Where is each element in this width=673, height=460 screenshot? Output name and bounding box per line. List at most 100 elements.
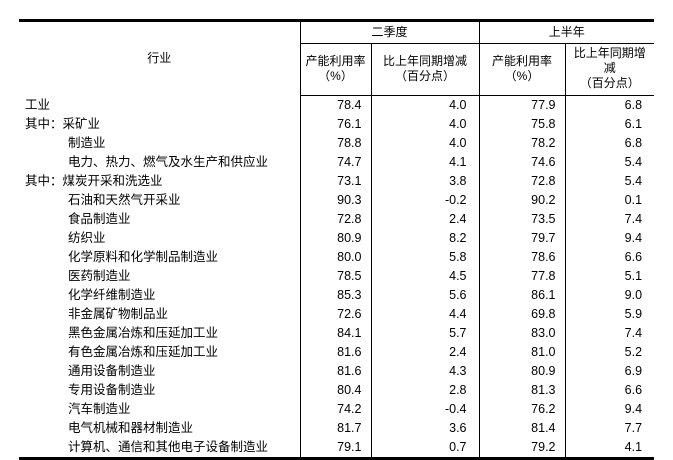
column-group-header-q2: 二季度	[299, 19, 480, 44]
cell-q2-rate: 74.7	[299, 153, 371, 172]
header-group-row: 行业 二季度 上半年	[19, 19, 655, 96]
cell-h1-rate: 83.0	[478, 324, 566, 343]
table-row: 化学纤维制造业 85.3 5.6 86.1 9.0	[19, 286, 655, 305]
cell-q2-change: 4.4	[370, 305, 480, 324]
cell-h1-change: 6.6	[564, 248, 655, 267]
row-label-industry: 医药制造业	[19, 267, 300, 286]
table-row: 计算机、通信和其他电子设备制造业 79.1 0.7 79.2 4.1	[19, 438, 655, 460]
column-header-q2-rate-line2: （%）	[318, 68, 353, 83]
row-label-industry: 有色金属冶炼和压延加工业	[19, 343, 300, 362]
row-label-text: 通用设备制造业	[68, 364, 156, 378]
cell-q2-change: 4.3	[370, 362, 480, 381]
row-label-text: 其中：煤炭开采和洗选业	[25, 174, 163, 188]
cell-q2-change: -0.4	[370, 400, 480, 419]
cell-q2-change: 0.7	[370, 438, 480, 460]
cell-h1-rate: 73.5	[478, 210, 566, 229]
cell-h1-change: 0.1	[564, 191, 655, 210]
column-header-h1-change-line1: 比上年同期增减	[573, 46, 646, 75]
cell-h1-change: 4.1	[564, 438, 655, 460]
column-header-h1-change-line2: （百分点）	[579, 76, 640, 90]
cell-q2-change: 3.8	[370, 172, 480, 191]
cell-h1-rate: 69.8	[478, 305, 566, 324]
table-body: 工业 78.4 4.0 77.9 6.8 其中：采矿业 76.1 4.0 75.8 6.1 制造业 7…	[19, 95, 655, 460]
cell-q2-change: 4.0	[370, 115, 480, 134]
column-header-q2-change-line2: （百分点）	[395, 68, 456, 83]
table-row: 电气机械和器材制造业 81.7 3.6 81.4 7.7	[19, 419, 655, 438]
row-label-industry: 制造业	[19, 134, 300, 153]
cell-h1-change: 9.4	[564, 400, 655, 419]
cell-q2-rate: 81.7	[299, 419, 371, 438]
row-label-industry: 食品制造业	[19, 210, 300, 229]
row-label-text: 制造业	[68, 136, 106, 150]
cell-q2-change: 8.2	[370, 229, 480, 248]
column-header-q2-rate-line1: 产能利用率	[305, 53, 366, 68]
row-label-industry: 纺织业	[19, 229, 300, 248]
cell-q2-rate: 81.6	[299, 343, 371, 362]
cell-q2-change: 2.4	[370, 343, 480, 362]
table-row: 医药制造业 78.5 4.5 77.8 5.1	[19, 267, 655, 286]
table-row: 专用设备制造业 80.4 2.8 81.3 6.6	[19, 381, 655, 400]
table-row: 其中：煤炭开采和洗选业 73.1 3.8 72.8 5.4	[19, 172, 655, 191]
row-label-text: 化学原料和化学制品制造业	[68, 250, 219, 264]
column-group-header-h1: 上半年	[478, 19, 655, 44]
cell-h1-change: 7.4	[564, 324, 655, 343]
table-row: 非金属矿物制品业 72.6 4.4 69.8 5.9	[19, 305, 655, 324]
row-label-industry: 计算机、通信和其他电子设备制造业	[19, 438, 300, 460]
cell-h1-change: 6.9	[564, 362, 655, 381]
table-row: 通用设备制造业 81.6 4.3 80.9 6.9	[19, 362, 655, 381]
cell-q2-change: 4.1	[370, 153, 480, 172]
cell-q2-rate: 74.2	[299, 400, 371, 419]
column-header-industry: 行业	[19, 19, 300, 96]
row-label-text: 医药制造业	[68, 269, 131, 283]
column-header-q2-change-line1: 比上年同期增减	[383, 53, 468, 68]
cell-h1-change: 6.8	[564, 134, 655, 153]
row-label-text: 食品制造业	[68, 212, 131, 226]
cell-h1-rate: 81.3	[478, 381, 566, 400]
cell-q2-change: 4.0	[370, 134, 480, 153]
cell-q2-change: 4.5	[370, 267, 480, 286]
row-label-industry: 化学原料和化学制品制造业	[19, 248, 300, 267]
table-row: 食品制造业 72.8 2.4 73.5 7.4	[19, 210, 655, 229]
cell-h1-change: 5.2	[564, 343, 655, 362]
cell-h1-rate: 75.8	[478, 115, 566, 134]
row-label-text: 电气机械和器材制造业	[68, 421, 194, 435]
row-label-industry: 电气机械和器材制造业	[19, 419, 300, 438]
cell-h1-change: 6.1	[564, 115, 655, 134]
row-label-industry: 电力、热力、燃气及水生产和供应业	[19, 153, 300, 172]
cell-h1-rate: 79.2	[478, 438, 566, 460]
cell-q2-rate: 72.6	[299, 305, 371, 324]
row-label-text: 纺织业	[68, 231, 106, 245]
row-label-industry: 其中：煤炭开采和洗选业	[19, 172, 300, 191]
header-sub-row: 产能利用率 （%） 比上年同期增减 （百分点） 产能利用率 （%） 比上年同期增…	[19, 43, 655, 96]
cell-q2-rate: 80.9	[299, 229, 371, 248]
row-label-text: 计算机、通信和其他电子设备制造业	[68, 440, 269, 454]
cell-h1-change: 5.9	[564, 305, 655, 324]
cell-q2-rate: 90.3	[299, 191, 371, 210]
table-row: 其中：采矿业 76.1 4.0 75.8 6.1	[19, 115, 655, 134]
cell-h1-rate: 77.8	[478, 267, 566, 286]
row-label-text: 石油和天然气开采业	[68, 193, 181, 207]
row-label-text: 化学纤维制造业	[68, 288, 156, 302]
capacity-utilization-table: 行业 二季度 上半年 产能利用率 （%） 比上年同期增减 （百分点） 产能利用率…	[19, 19, 655, 460]
cell-h1-change: 5.4	[564, 153, 655, 172]
cell-h1-change: 9.0	[564, 286, 655, 305]
row-label-industry: 工业	[19, 96, 300, 116]
row-label-text: 非金属矿物制品业	[68, 307, 169, 321]
cell-q2-rate: 85.3	[299, 286, 371, 305]
cell-q2-change: 2.4	[370, 210, 480, 229]
table-row: 制造业 78.8 4.0 78.2 6.8	[19, 134, 655, 153]
cell-q2-change: 5.6	[370, 286, 480, 305]
cell-q2-change: 2.8	[370, 381, 480, 400]
row-label-industry: 汽车制造业	[19, 400, 300, 419]
column-header-h1-rate-line2: （%）	[504, 68, 540, 83]
cell-q2-rate: 79.1	[299, 438, 371, 460]
cell-h1-rate: 86.1	[478, 286, 566, 305]
cell-q2-change: 3.6	[370, 419, 480, 438]
row-label-text: 其中：采矿业	[25, 117, 101, 131]
column-header-h1-change: 比上年同期增减 （百分点）	[564, 43, 655, 96]
cell-h1-rate: 76.2	[478, 400, 566, 419]
table-row: 有色金属冶炼和压延加工业 81.6 2.4 81.0 5.2	[19, 343, 655, 362]
cell-h1-rate: 77.9	[478, 95, 566, 115]
table-row: 纺织业 80.9 8.2 79.7 9.4	[19, 229, 655, 248]
row-label-industry: 通用设备制造业	[19, 362, 300, 381]
